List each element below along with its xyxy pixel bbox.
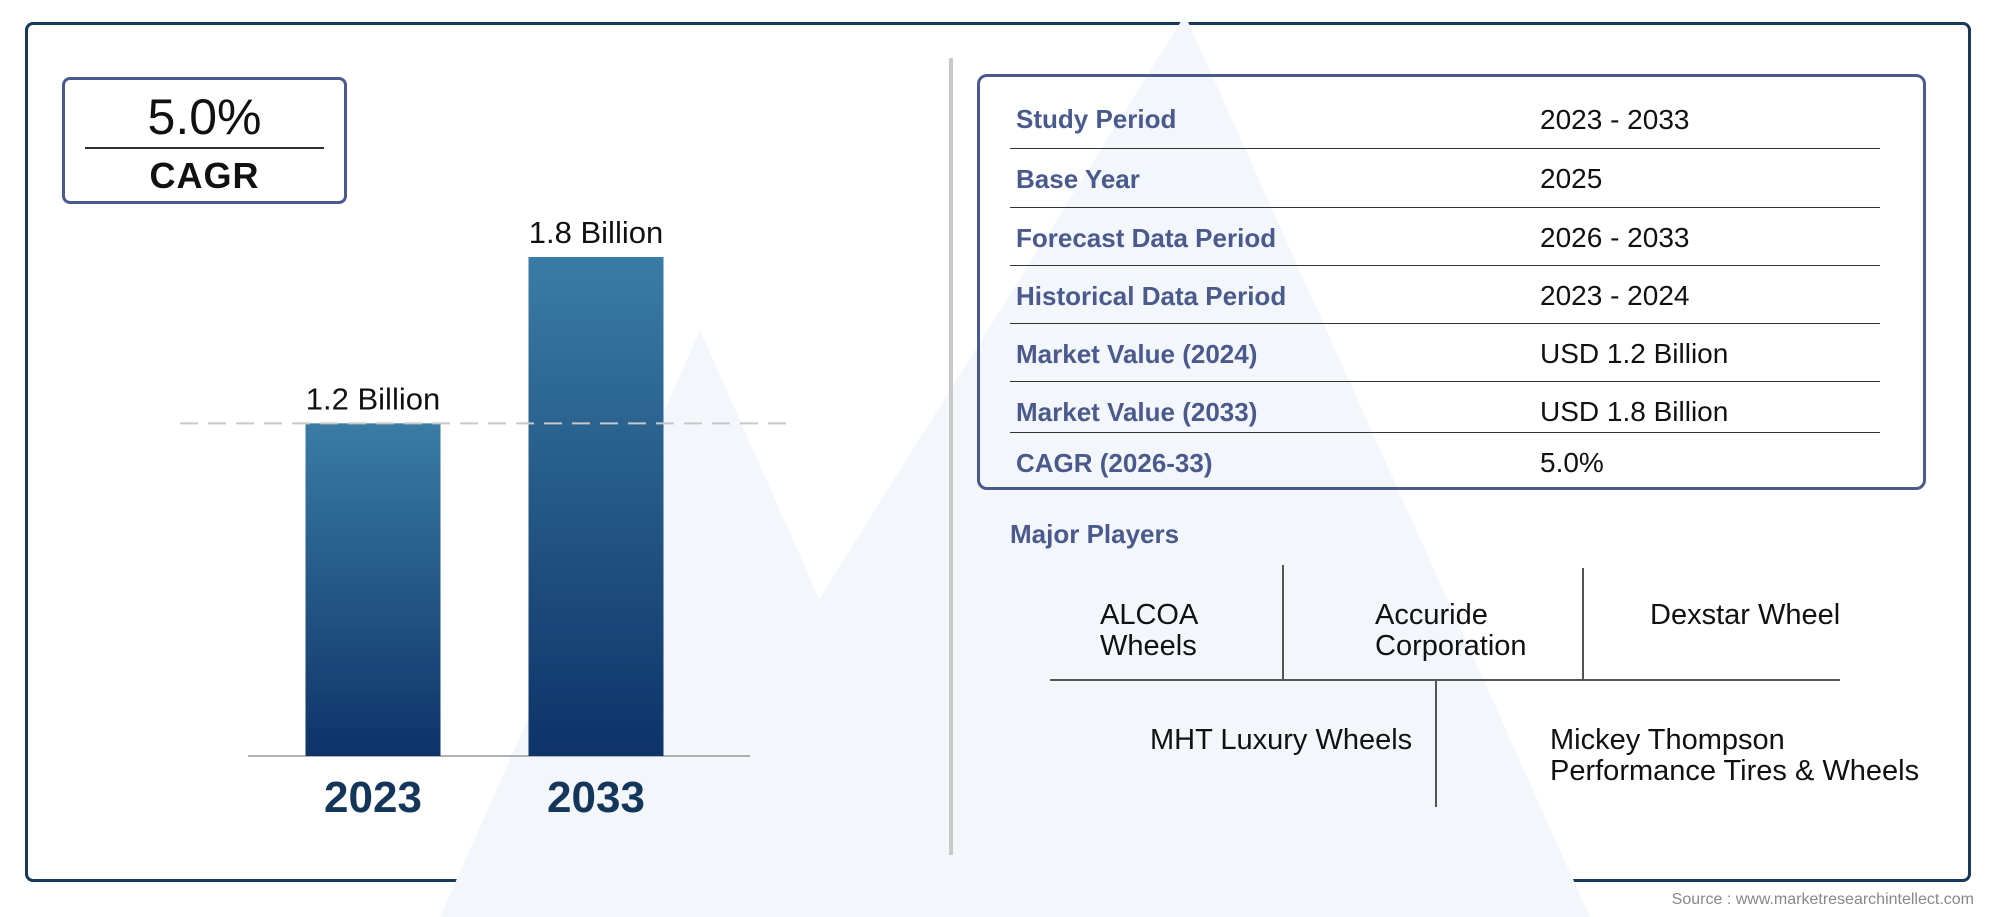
cagr-box: 5.0% CAGR [62, 77, 347, 204]
table-row-value: 2023 - 2033 [1540, 104, 1690, 135]
table-row-value: USD 1.2 Billion [1540, 338, 1729, 369]
players-separator [1050, 679, 1840, 681]
market-info-table: Study Period 2023 - 2033 Base Year 2025 Fore… [977, 74, 1926, 490]
category-label: 2033 [547, 773, 645, 822]
bar-2023 [305, 423, 441, 756]
table-row: Market Value (2024) USD 1.2 Billion [1010, 323, 1880, 382]
player-alcoa-wheels: ALCOA Wheels [1100, 599, 1199, 662]
data-label: 1.8 Billion [529, 215, 663, 250]
player-mht-luxury-wheels: MHT Luxury Wheels [1150, 724, 1413, 756]
table-row-label: CAGR (2026-33) [1016, 448, 1213, 478]
table-row-label: Base Year [1016, 164, 1140, 194]
table-row: Historical Data Period 2023 - 2024 [1010, 265, 1880, 324]
table-row: Forecast Data Period 2026 - 2033 [1010, 207, 1880, 266]
table-row: CAGR (2026-33) 5.0% [1010, 432, 1880, 482]
cagr-value: 5.0% [147, 89, 262, 145]
data-label: 1.2 Billion [306, 381, 440, 416]
players-separator [1582, 568, 1584, 679]
player-mickey-thompson: Mickey Thompson Performance Tires & Wheel… [1550, 724, 1920, 787]
table-row: Market Value (2033) USD 1.8 Billion [1010, 381, 1880, 433]
source-note: Source : www.marketresearchintellect.com [1671, 891, 1974, 908]
table-row-label: Historical Data Period [1016, 281, 1287, 311]
bar-chart: 1.2 Billion 2023 1.8 Billion 2033 [180, 215, 790, 822]
table-row-value: 2025 [1540, 163, 1603, 194]
table-row-label: Study Period [1016, 104, 1177, 134]
table-row-value: USD 1.8 Billion [1540, 396, 1729, 427]
major-players-title: Major Players [1010, 519, 1180, 549]
table-row-value: 2026 - 2033 [1540, 222, 1690, 253]
player-accuride-corporation: Accuride Corporation [1375, 599, 1527, 662]
players-separator [1435, 679, 1437, 807]
table-row-value: 5.0% [1540, 447, 1604, 478]
table-row-label: Market Value (2024) [1016, 339, 1258, 369]
category-label: 2023 [324, 773, 422, 822]
cagr-label: CAGR [149, 155, 260, 196]
cagr-divider [85, 147, 324, 149]
table-row-label: Forecast Data Period [1016, 223, 1277, 253]
players-separator [1282, 565, 1284, 679]
table-row: Study Period 2023 - 2033 [1010, 90, 1880, 149]
player-dexstar-wheel: Dexstar Wheel [1650, 599, 1841, 631]
table-row-value: 2023 - 2024 [1540, 280, 1690, 311]
table-row-label: Market Value (2033) [1016, 397, 1258, 427]
bar-2033 [528, 257, 664, 756]
section-divider [949, 58, 953, 855]
table-row: Base Year 2025 [1010, 148, 1880, 208]
